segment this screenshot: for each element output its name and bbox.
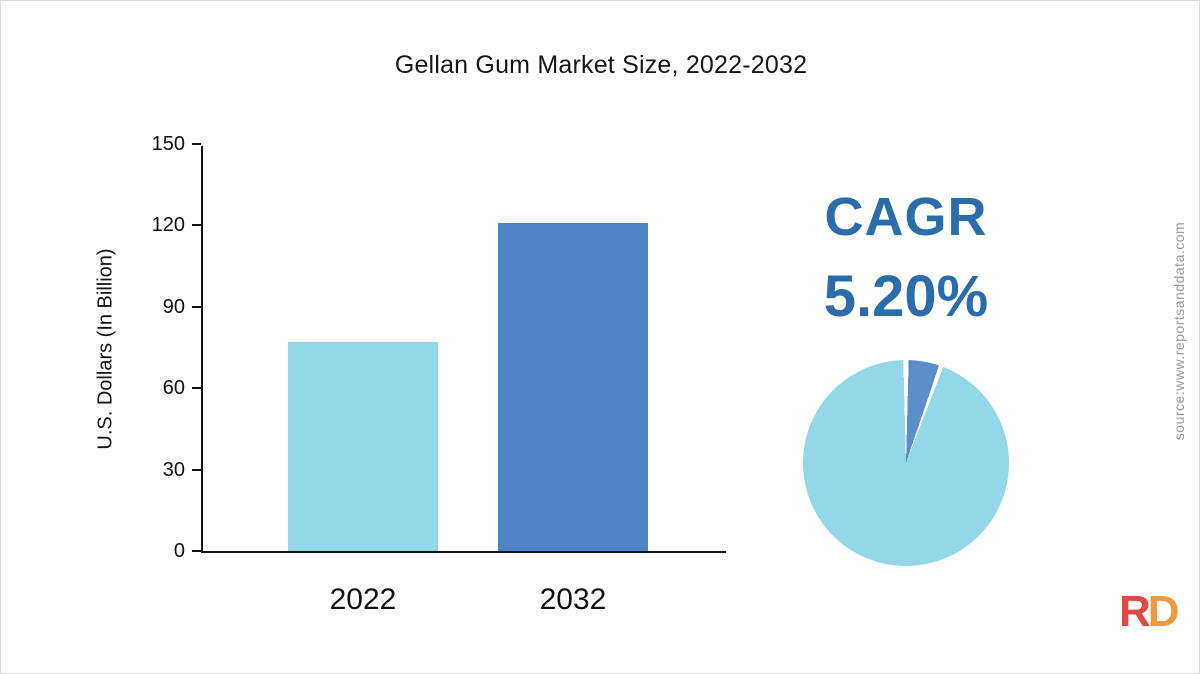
plot-area: 0 30 60 90 120 150 2022 2032 xyxy=(152,133,726,616)
bar-2032 xyxy=(498,222,648,551)
brand-logo-letter-d: D xyxy=(1147,587,1180,636)
x-tick-label: 2022 xyxy=(329,583,397,616)
brand-logo-letter-r: R xyxy=(1119,587,1151,636)
bar-2022 xyxy=(288,342,438,551)
brand-logo: R D xyxy=(1119,587,1180,637)
y-tick-mark xyxy=(192,468,201,471)
y-tick-mark xyxy=(192,143,201,145)
source-credit: source:www.reportsanddata.com xyxy=(1171,221,1187,441)
chart-title: Gellan Gum Market Size, 2022-2032 xyxy=(394,51,808,79)
y-tick-label: 0 xyxy=(173,540,185,562)
y-axis-label: U.S. Dollars (In Billion) xyxy=(94,248,117,450)
cagr-label: CAGR xyxy=(824,187,988,247)
x-tick-label: 2032 xyxy=(539,583,607,616)
y-tick-mark xyxy=(192,224,201,227)
y-tick-label: 30 xyxy=(162,458,185,481)
y-tick-label: 150 xyxy=(151,133,185,155)
y-tick-mark xyxy=(192,550,201,552)
y-tick-mark xyxy=(192,305,201,308)
y-tick-label: 90 xyxy=(162,295,185,318)
y-tick-label: 60 xyxy=(162,377,185,400)
y-tick-mark xyxy=(192,387,201,390)
cagr-value: 5.20% xyxy=(823,264,989,329)
cagr-pie-chart xyxy=(803,360,1009,566)
y-tick-label: 120 xyxy=(151,214,185,237)
